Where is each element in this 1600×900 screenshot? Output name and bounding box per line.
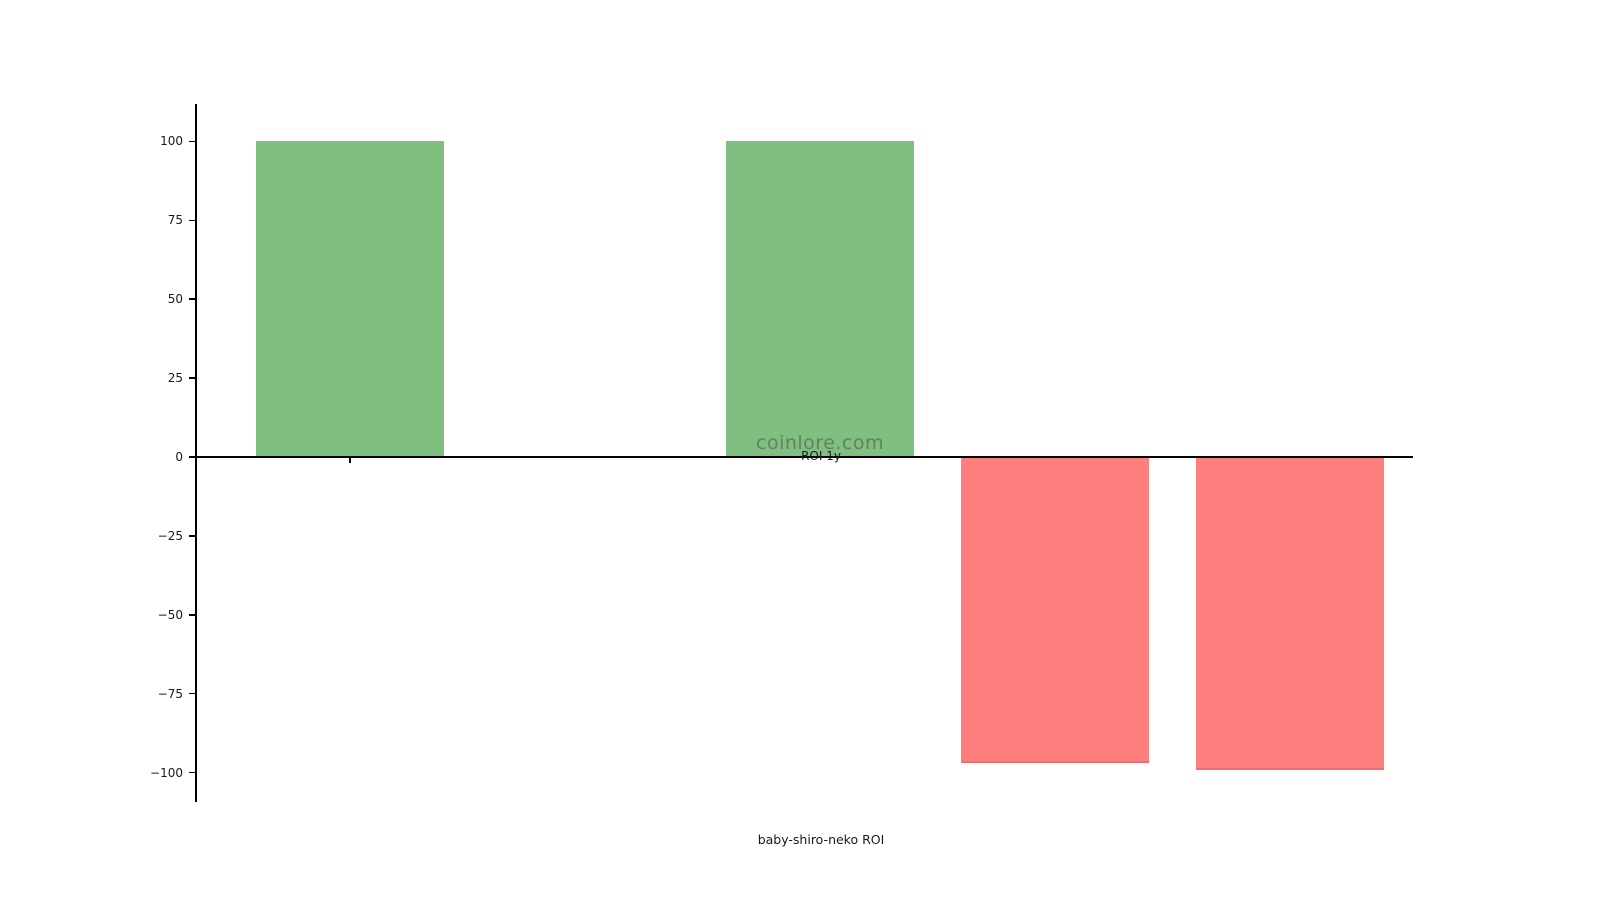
y-tick-label: 50 [167,292,183,307]
y-tick-label: 100 [160,134,183,149]
y-tick-label: −25 [157,528,183,543]
y-tick-label: −75 [157,686,183,701]
y-tick-mark [189,456,196,458]
y-tick-mark [189,140,196,143]
y-tick-mark [189,377,196,379]
y-tick-mark [189,614,196,616]
bar-category-3 [961,457,1149,764]
y-tick-mark [189,219,196,222]
y-tick-mark [189,298,196,300]
watermark-text: coinlore.com [756,432,884,454]
y-tick-mark [189,692,196,695]
bar-category-2 [726,141,914,457]
x-tick-mark [349,457,351,463]
bar-category-0 [256,141,444,457]
y-tick-label: 25 [167,371,183,386]
bar-category-4 [1196,457,1384,771]
y-tick-mark [189,535,196,537]
x-tick-label: ROI 1y [801,449,841,463]
y-tick-label: 0 [175,450,183,464]
zero-axis-line [196,456,1413,458]
y-tick-label: 75 [167,213,183,228]
y-axis-spine [195,104,197,802]
y-tick-label: −50 [157,607,183,622]
y-tick-label: −100 [150,765,183,780]
y-tick-mark [189,771,196,774]
chart-title: baby-shiro-neko ROI [757,832,885,847]
